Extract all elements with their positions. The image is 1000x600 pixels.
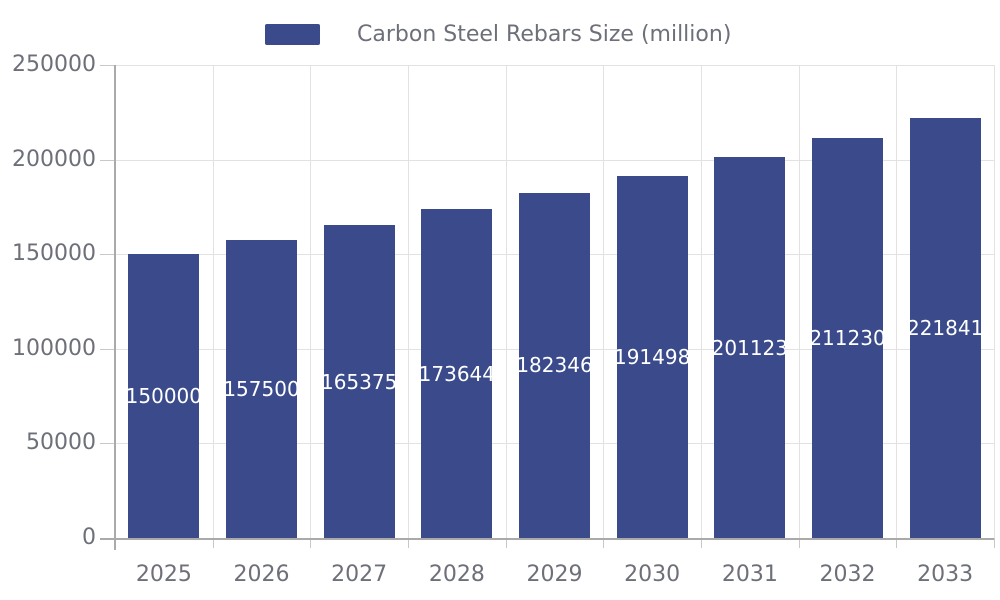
bar-value-label: 173644 [421,361,493,386]
y-axis-label: 50000 [26,430,96,456]
y-axis-tick [100,254,115,256]
x-axis-tick [212,538,214,548]
x-axis-tick [994,538,995,548]
grid-line-vertical [408,65,409,538]
y-axis-label: 100000 [12,335,96,361]
bar[interactable]: 173644 [421,209,493,538]
bar[interactable]: 182346 [519,193,590,538]
x-axis-tick [896,538,898,548]
x-axis-line [100,538,994,540]
grid-line-vertical [212,65,214,538]
grid-line-vertical [798,65,800,538]
grid-line-horizontal [115,65,994,66]
x-axis-label: 2027 [331,562,388,587]
y-axis-label: 150000 [12,241,96,267]
legend-item[interactable]: Carbon Steel Rebars Size (million) [265,22,731,47]
bar-value-label: 221841 [909,316,981,341]
grid-line-vertical [310,65,312,538]
y-axis-tick [100,159,115,161]
y-axis-tick [100,65,115,66]
x-axis-label: 2031 [721,562,778,587]
bar[interactable]: 221841 [909,118,981,538]
y-axis-line [114,65,116,550]
x-axis-tick [310,538,312,548]
bar-value-label: 201123 [714,335,786,360]
x-axis-tick [798,538,800,548]
grid-line-vertical [701,65,702,538]
bar-value-label: 150000 [128,384,200,409]
grid-line-vertical [994,65,995,538]
x-axis-label: 2030 [624,562,681,587]
bar-value-label: 191498 [616,344,688,369]
x-axis-label: 2028 [428,562,485,587]
y-axis-tick [100,443,115,445]
bar[interactable]: 211230 [812,138,883,538]
y-axis-label: 0 [82,525,96,550]
bar-value-label: 182346 [519,353,590,378]
bar[interactable]: 165375 [323,225,395,538]
bar-value-label: 157500 [226,376,297,401]
bar[interactable]: 191498 [616,175,688,538]
bar[interactable]: 201123 [714,157,786,538]
grid-line-vertical [603,65,605,538]
y-axis-label: 200000 [12,146,96,172]
bar-value-label: 211230 [812,326,883,351]
grid-line-vertical [896,65,898,538]
x-axis-label: 2032 [819,562,876,587]
legend-label: Carbon Steel Rebars Size (million) [357,22,732,47]
x-axis-label: 2025 [135,562,192,587]
y-axis-label: 250000 [12,52,96,77]
x-axis-label: 2026 [233,562,290,587]
x-axis-tick [408,538,409,548]
x-axis-tick [603,538,605,548]
legend-swatch [265,24,320,45]
x-axis-label: 2029 [526,562,583,587]
x-axis-label: 2033 [917,562,974,587]
x-axis-tick [701,538,702,548]
grid-line-horizontal [115,159,994,161]
grid-line-vertical [505,65,507,538]
y-axis-tick [100,348,115,350]
bar[interactable]: 157500 [226,240,297,538]
bar-value-label: 165375 [323,369,395,394]
bar[interactable]: 150000 [128,254,200,538]
x-axis-tick [505,538,507,548]
